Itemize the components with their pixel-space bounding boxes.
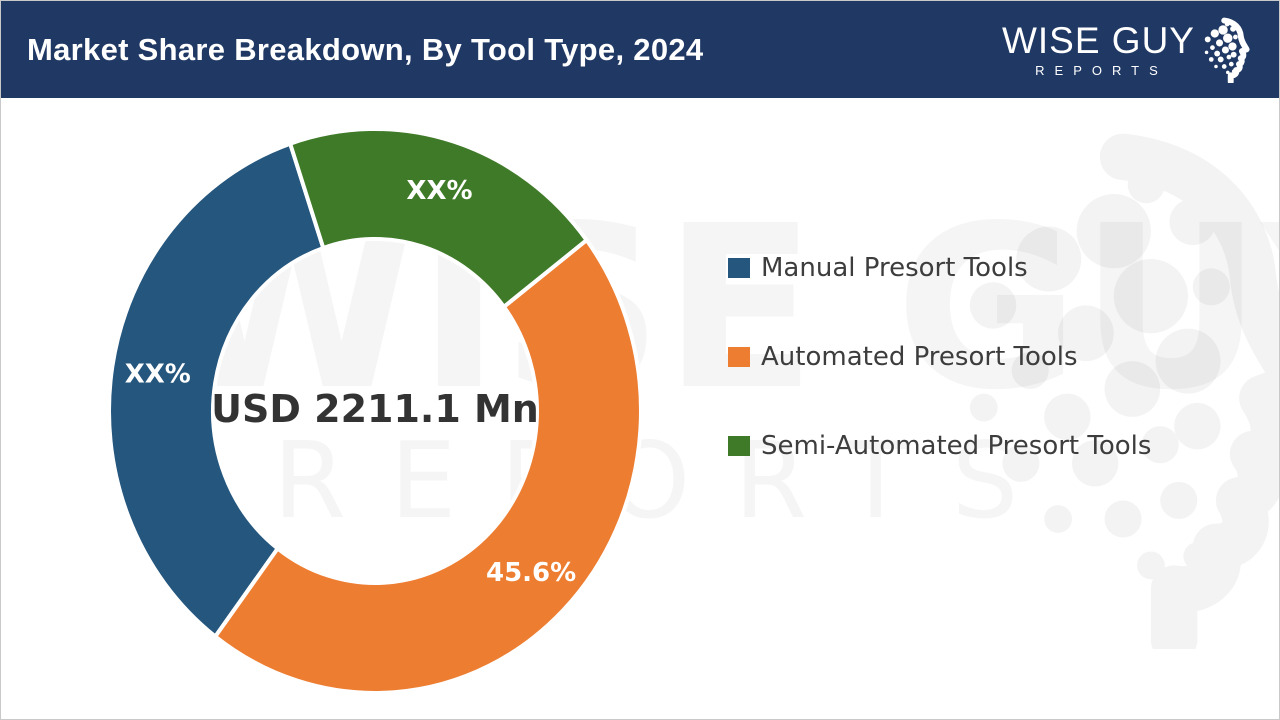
- wiseguy-logo: WISE GUY REPORTS: [1002, 17, 1253, 83]
- wiseguy-logo-text: WISE GUY REPORTS: [1002, 22, 1195, 78]
- slice-percentage-label: 45.6%: [486, 558, 576, 588]
- header-bar: Market Share Breakdown, By Tool Type, 20…: [1, 1, 1279, 98]
- legend-swatch-icon: [728, 258, 750, 278]
- chart-center-value: USD 2211.1 Mn: [211, 387, 539, 431]
- logo-brand-name: WISE GUY: [1001, 19, 1195, 61]
- legend-label: Semi-Automated Presort Tools: [761, 431, 1152, 461]
- donut-slice-automated-presort-tools: [213, 238, 643, 695]
- page-title: Market Share Breakdown, By Tool Type, 20…: [27, 31, 704, 67]
- slice-percentage-label: XX%: [406, 176, 472, 206]
- legend-swatch-icon: [728, 436, 750, 456]
- slice-percentage-label: XX%: [125, 359, 191, 389]
- logo-brand-subtitle: REPORTS: [1035, 62, 1168, 78]
- legend-item: Semi-Automated Presort Tools: [728, 431, 1151, 461]
- donut-slice-manual-presort-tools: [107, 141, 326, 639]
- legend-label: Manual Presort Tools: [761, 253, 1028, 283]
- legend-label: Automated Presort Tools: [761, 342, 1078, 372]
- watermark-reports-text: REPORTS: [273, 420, 1063, 542]
- legend-swatch-icon: [728, 347, 750, 367]
- chart-legend: Manual Presort Tools Automated Presort To…: [728, 253, 1151, 520]
- donut-slice-semi-automated-presort-tools: [288, 127, 589, 309]
- wiseguy-face-icon: [1199, 17, 1253, 83]
- legend-item: Manual Presort Tools: [728, 253, 1151, 283]
- legend-item: Automated Presort Tools: [728, 342, 1151, 372]
